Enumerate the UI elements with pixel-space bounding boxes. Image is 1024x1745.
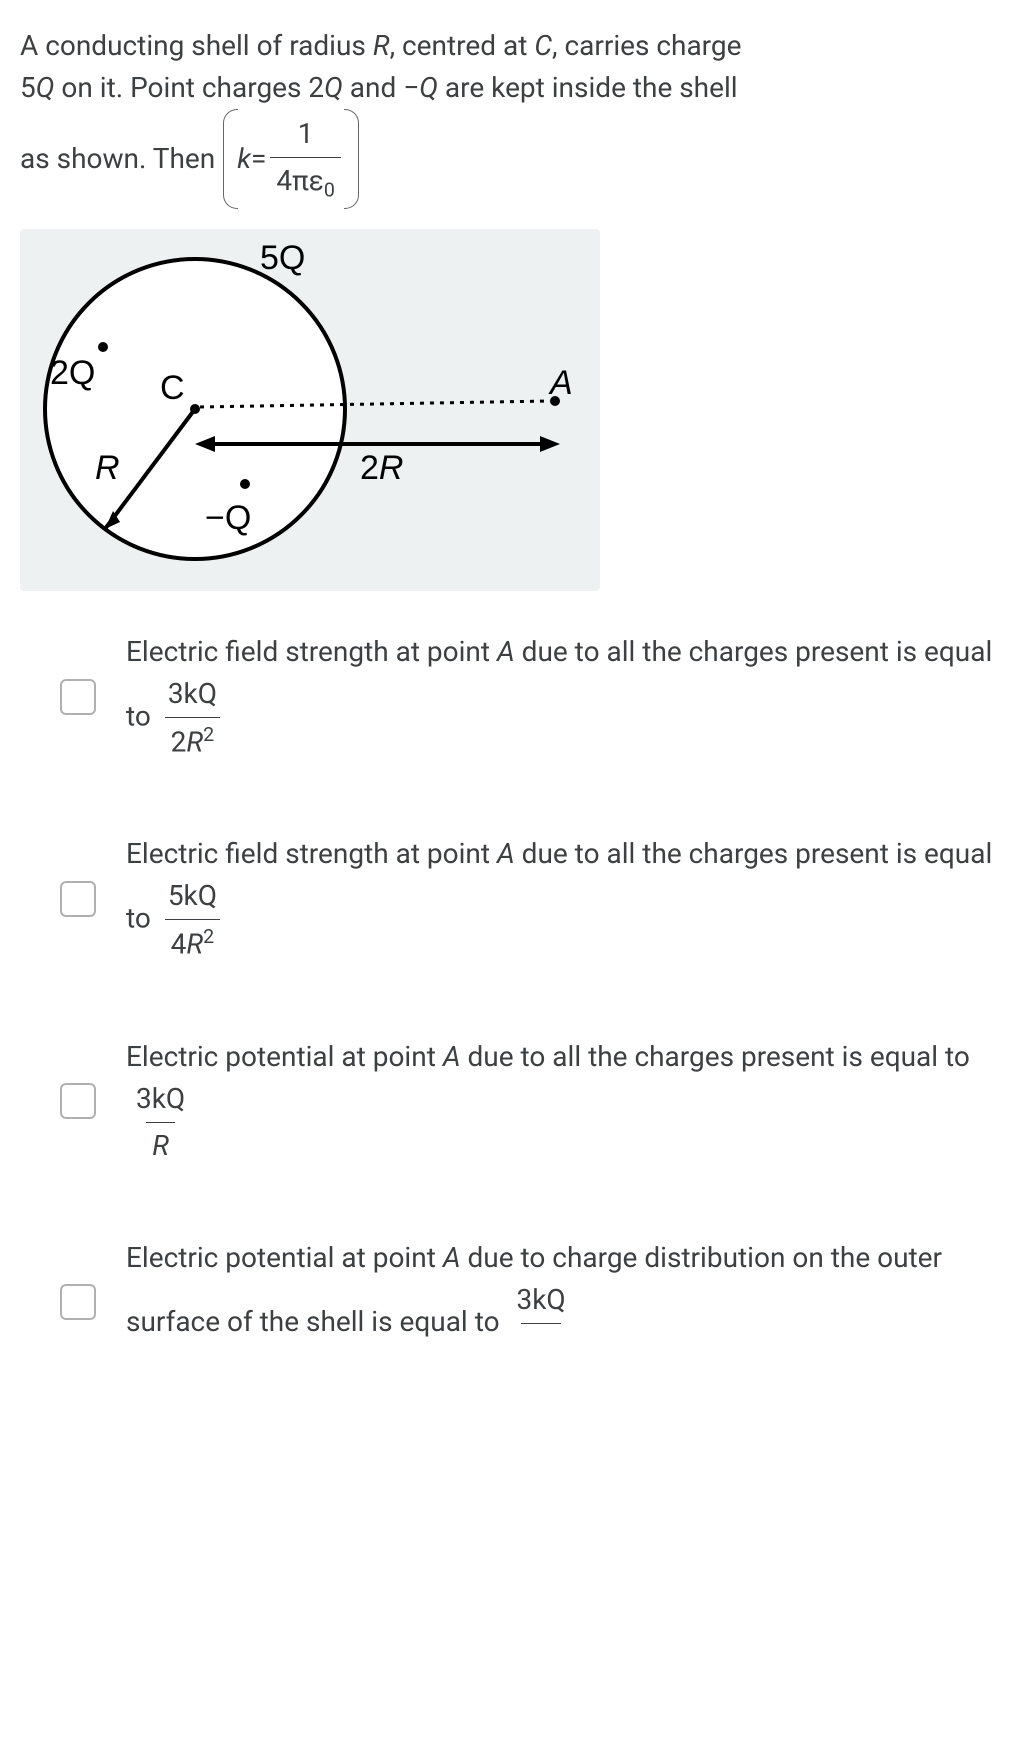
q-var-Q: Q — [419, 71, 438, 104]
charge-2Q-dot — [98, 342, 108, 352]
frac-num: 3kQ — [162, 673, 223, 717]
frac-den: R — [146, 1122, 175, 1167]
frac-den-eps: ε — [309, 164, 324, 197]
question-text: A conducting shell of radius R, centred … — [20, 25, 1004, 209]
frac-num: 3kQ — [511, 1279, 572, 1323]
frac-den-text: 4π — [276, 164, 308, 197]
opt-text: Electric potential at point — [126, 1040, 443, 1073]
q-text: 5 — [20, 71, 36, 104]
q-var-Q: Q — [36, 71, 55, 104]
label-A: A — [548, 364, 573, 402]
frac-num: 3kQ — [130, 1078, 191, 1122]
checkbox[interactable] — [60, 1083, 96, 1119]
physics-diagram: 5Q 2Q C R −Q A 2R — [20, 229, 600, 591]
q-text: A conducting shell of radius — [20, 29, 366, 62]
option-fraction: 3kQ — [511, 1279, 572, 1368]
diagram-svg: 5Q 2Q C R −Q A 2R — [30, 239, 590, 569]
option-1: Electric field strength at point A due t… — [60, 631, 1004, 763]
checkbox[interactable] — [60, 1284, 96, 1320]
q-text: as shown. Then — [20, 138, 215, 180]
option-text: Electric potential at point A due to cha… — [126, 1237, 1004, 1368]
option-2: Electric field strength at point A due t… — [60, 833, 1004, 965]
option-fraction: 3kQ 2R2 — [162, 673, 223, 763]
frac-num: 1 — [292, 113, 320, 157]
label-R: R — [95, 449, 120, 487]
frac-den: 4R2 — [165, 919, 221, 965]
q-text: on it. Point charges 2 — [54, 71, 324, 104]
opt-text: due to all the charges present is equal … — [461, 1040, 970, 1073]
q-text: , carries charge — [552, 29, 741, 62]
frac-den — [521, 1323, 561, 1368]
label-2Q: 2Q — [50, 354, 95, 392]
opt-pointA: A — [497, 837, 515, 870]
opt-pointA: A — [443, 1241, 461, 1274]
options-list: Electric field strength at point A due t… — [20, 631, 1004, 1368]
checkbox[interactable] — [60, 881, 96, 917]
formula-fraction: 1 4πε0 — [270, 113, 341, 205]
q-text: and − — [343, 71, 419, 104]
option-fraction: 5kQ 4R2 — [162, 875, 223, 965]
q-var-C: C — [534, 29, 552, 62]
frac-den-sub: 0 — [324, 179, 335, 202]
question-line-3: as shown. Then k = 1 4πε0 — [20, 109, 1004, 209]
label-mQ: −Q — [205, 499, 251, 537]
opt-text: Electric potential at point — [126, 1241, 443, 1274]
frac-den: 2R2 — [165, 717, 221, 763]
charge-mQ-dot — [240, 479, 250, 489]
q-var-Q: Q — [324, 71, 343, 104]
label-C: C — [160, 369, 185, 407]
q-text: are kept inside the shell — [438, 71, 738, 104]
frac-num: 5kQ — [162, 875, 223, 919]
option-fraction: 3kQ R — [130, 1078, 191, 1167]
label-5Q: 5Q — [260, 239, 305, 277]
q-var-R: R — [373, 29, 390, 62]
opt-text: Electric field strength at point — [126, 635, 497, 668]
option-3: Electric potential at point A due to all… — [60, 1036, 1004, 1167]
question-line-2: 5Q on it. Point charges 2Q and −Q are ke… — [20, 67, 1004, 109]
arrow-right — [540, 436, 560, 452]
option-4: Electric potential at point A due to cha… — [60, 1237, 1004, 1368]
checkbox[interactable] — [60, 679, 96, 715]
option-text: Electric field strength at point A due t… — [126, 833, 1004, 965]
formula-eq: = — [251, 138, 266, 180]
formula-k: k = 1 4πε0 — [223, 109, 359, 209]
frac-den: 4πε0 — [270, 157, 341, 205]
option-text: Electric field strength at point A due t… — [126, 631, 1004, 763]
opt-pointA: A — [497, 635, 515, 668]
formula-lhs: k — [237, 138, 251, 180]
label-2R: 2R — [360, 449, 403, 487]
option-text: Electric potential at point A due to all… — [126, 1036, 1004, 1167]
opt-text: Electric field strength at point — [126, 837, 497, 870]
question-line-1: A conducting shell of radius R, centred … — [20, 25, 1004, 67]
q-text: , centred at — [390, 29, 528, 62]
opt-pointA: A — [443, 1040, 461, 1073]
